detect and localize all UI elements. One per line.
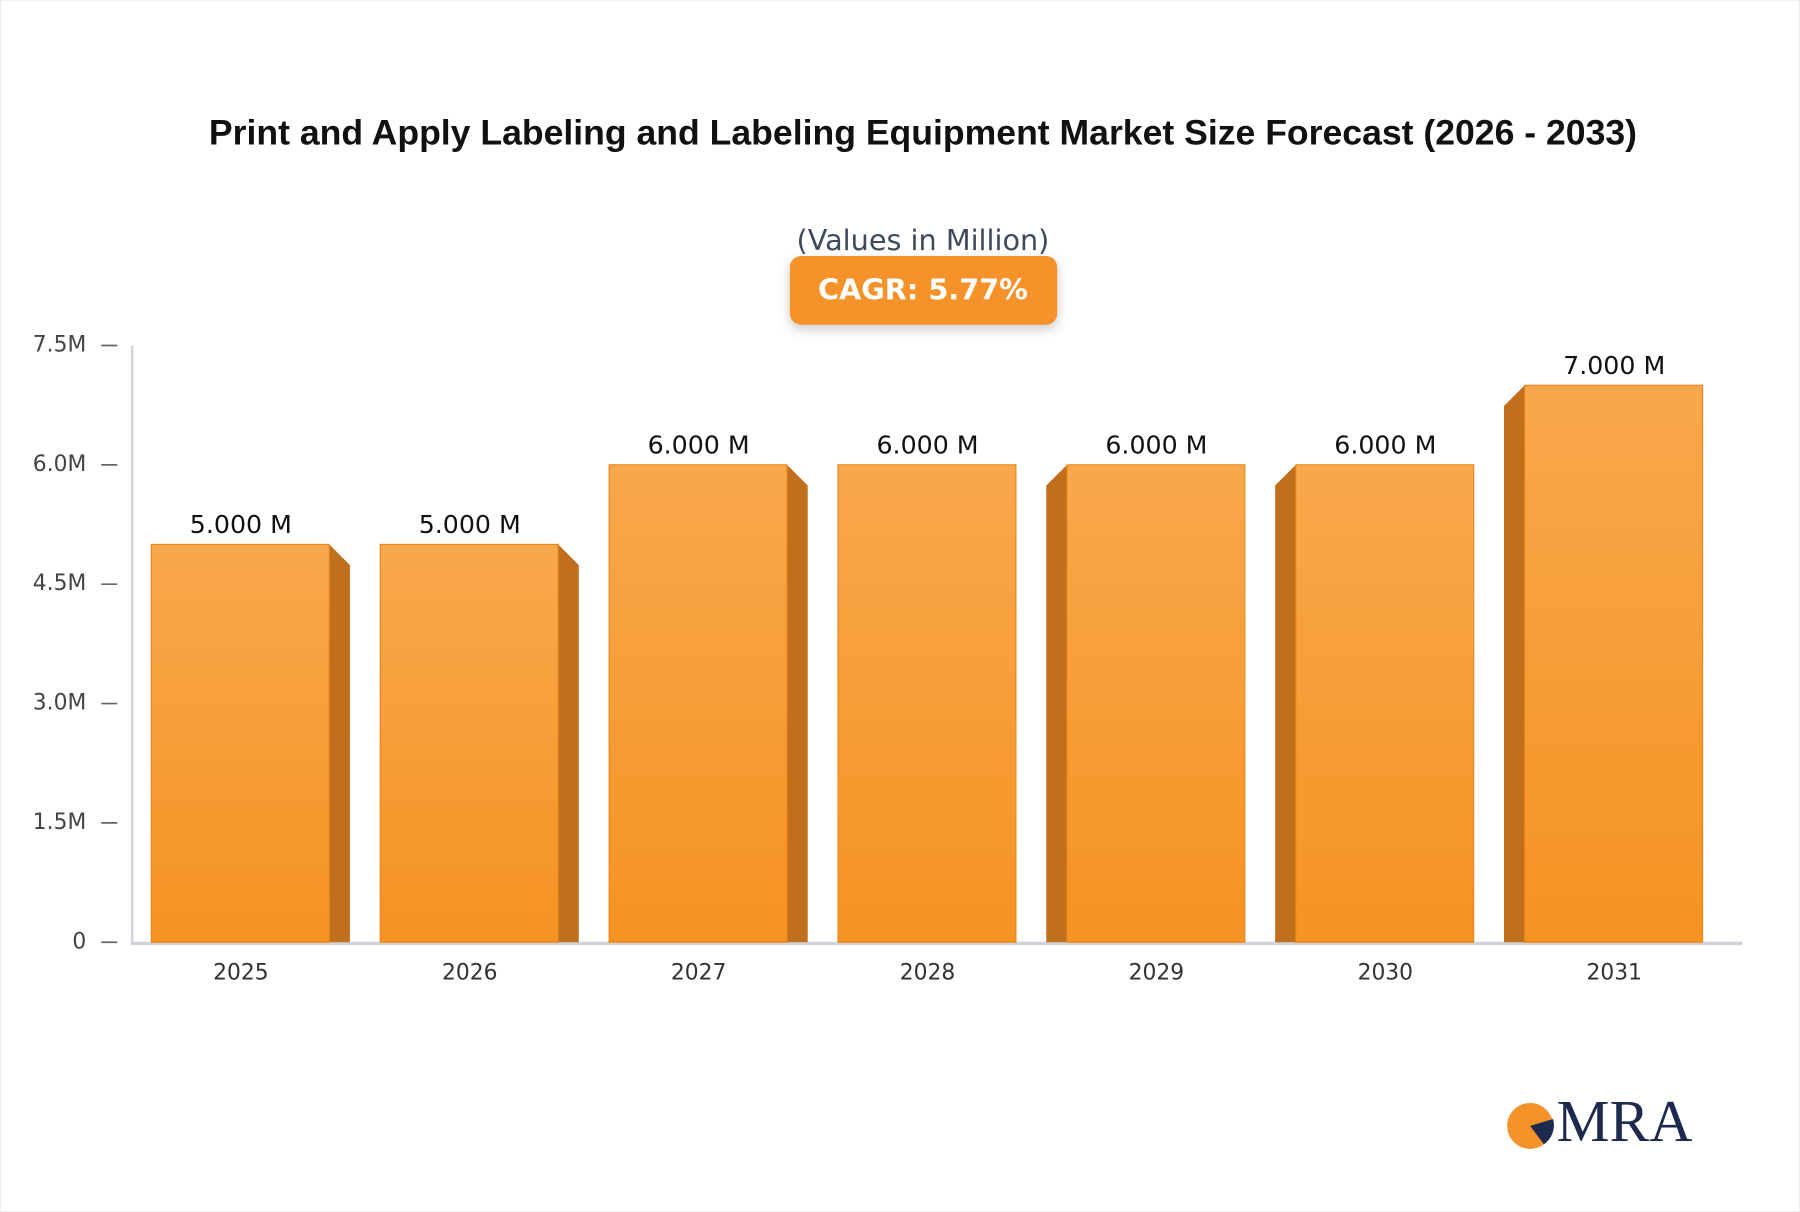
y-tick-label: 6.0M bbox=[33, 452, 86, 477]
bar bbox=[608, 464, 788, 943]
value-label: 6.000 M bbox=[876, 430, 978, 459]
x-tick-label: 2030 bbox=[1358, 960, 1413, 985]
logo-mark-slice bbox=[1530, 1119, 1554, 1145]
value-label: 6.000 M bbox=[1105, 430, 1207, 459]
x-tick-label: 2028 bbox=[900, 960, 955, 985]
y-tick-label: 4.5M bbox=[33, 571, 86, 596]
bar-side bbox=[1504, 385, 1525, 943]
x-tick-label: 2027 bbox=[671, 960, 726, 985]
bar bbox=[1524, 384, 1704, 943]
y-tick-label: 7.5M bbox=[33, 332, 86, 357]
y-tick-label: 1.5M bbox=[33, 810, 86, 835]
bar-side bbox=[787, 464, 808, 943]
cagr-badge bbox=[789, 255, 1058, 325]
y-tick-label: 0 bbox=[72, 929, 86, 954]
bar bbox=[837, 464, 1017, 943]
y-tick-label: 3.0M bbox=[33, 691, 86, 716]
title-box: Print and Apply Labeling and Labeling Eq… bbox=[208, 112, 1638, 153]
x-tick-label: 2029 bbox=[1129, 960, 1184, 985]
bar-side bbox=[1046, 464, 1067, 943]
chart-title: Print and Apply Labeling and Labeling Eq… bbox=[208, 112, 1638, 153]
value-label: 7.000 M bbox=[1563, 351, 1665, 380]
bar-side bbox=[558, 544, 579, 943]
bar bbox=[1295, 464, 1475, 943]
x-tick-label: 2026 bbox=[442, 960, 497, 985]
x-tick-label: 2025 bbox=[213, 960, 268, 985]
value-label: 5.000 M bbox=[190, 510, 292, 539]
x-tick-label: 2031 bbox=[1586, 960, 1641, 985]
bar bbox=[150, 543, 330, 943]
bar bbox=[1066, 464, 1246, 943]
value-label: 6.000 M bbox=[648, 430, 750, 459]
value-label: 6.000 M bbox=[1334, 430, 1436, 459]
logo-text: MRA bbox=[1557, 1088, 1693, 1154]
bar-side bbox=[329, 544, 350, 943]
chart-subtitle: (Values in Million) bbox=[797, 223, 1050, 257]
bar bbox=[379, 543, 559, 943]
bar-side bbox=[1275, 464, 1296, 943]
value-label: 5.000 M bbox=[419, 510, 521, 539]
cagr-text: CAGR: 5.77% bbox=[818, 273, 1028, 307]
